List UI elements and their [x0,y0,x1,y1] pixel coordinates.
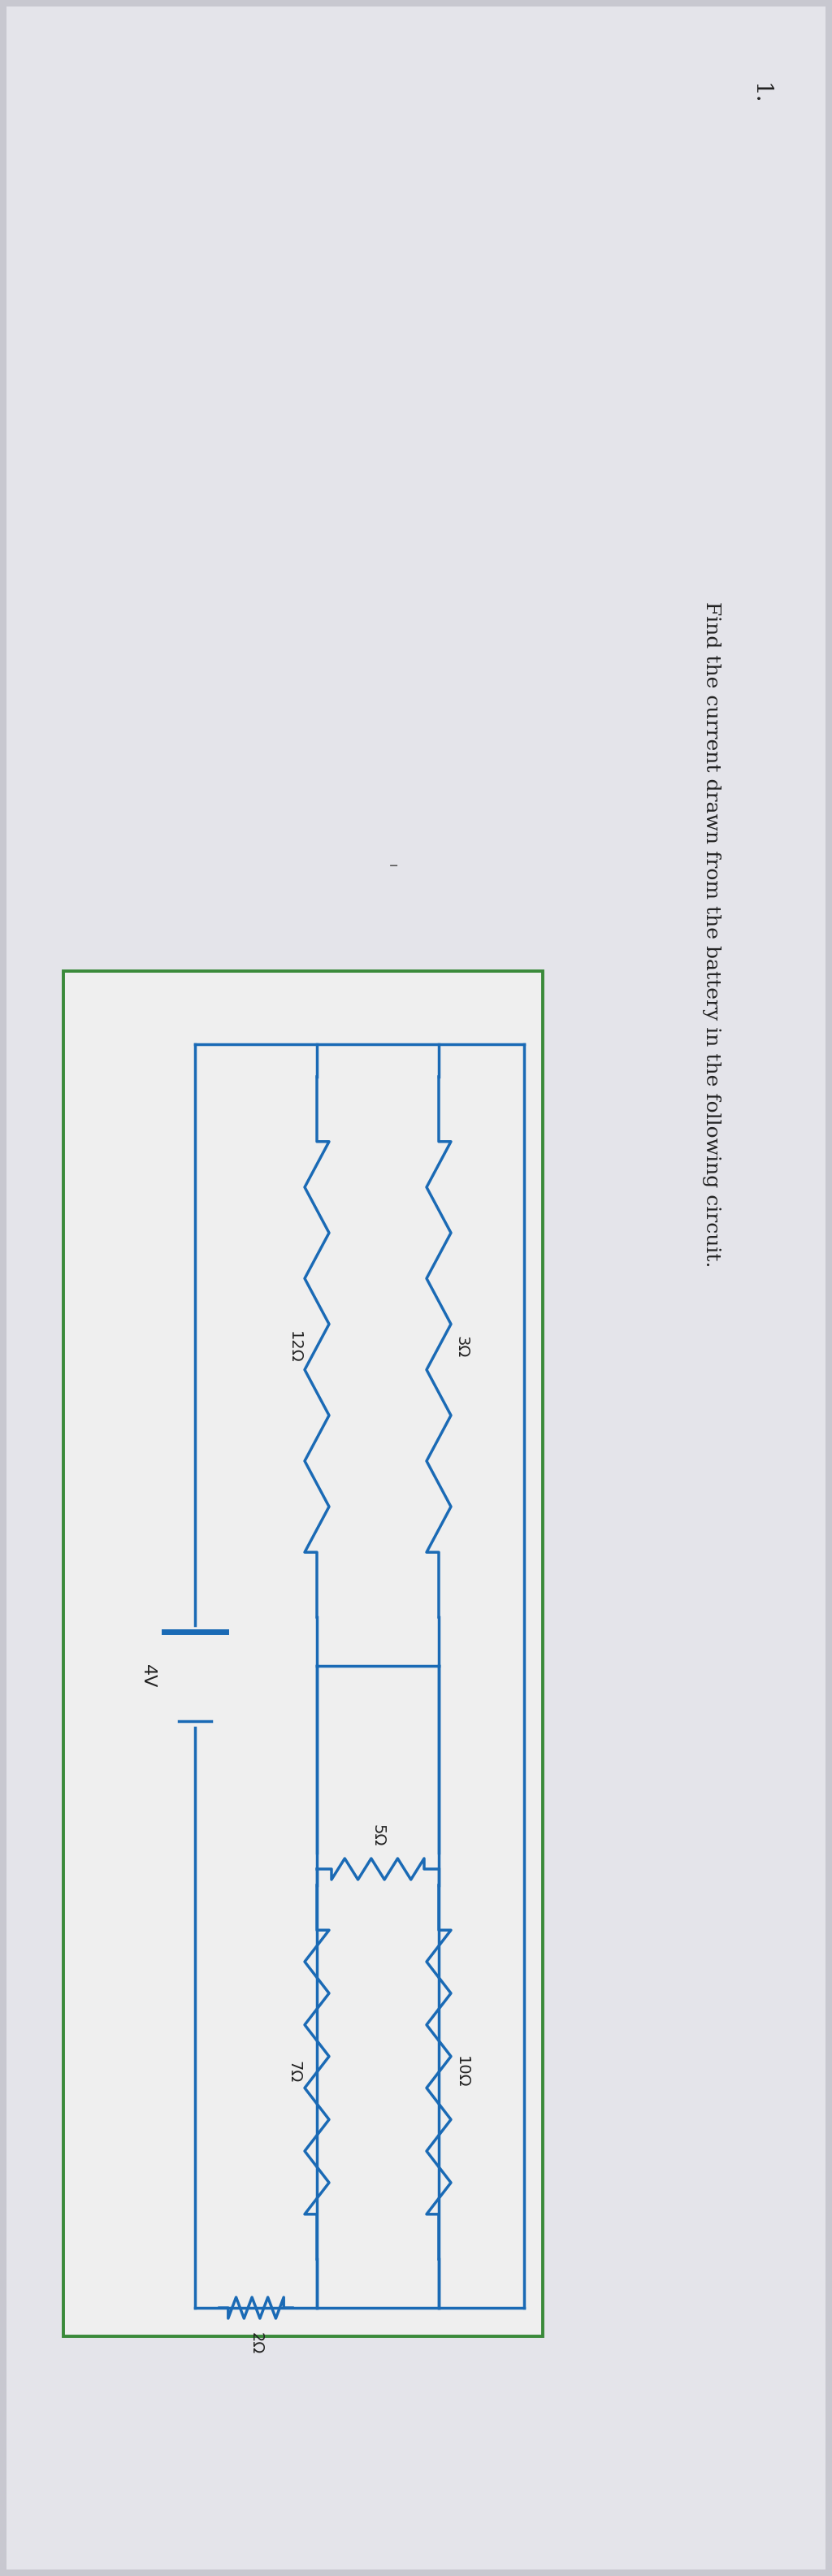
Text: 5Ω: 5Ω [370,1824,385,1847]
FancyBboxPatch shape [63,971,542,2336]
Text: 2Ω: 2Ω [248,2331,264,2354]
Text: –: – [389,858,399,873]
Text: 3Ω: 3Ω [453,1337,469,1358]
Text: 4V: 4V [140,1664,156,1687]
Text: 1.: 1. [749,82,770,103]
Text: 7Ω: 7Ω [286,2061,302,2084]
Text: 12Ω: 12Ω [286,1332,302,1363]
Text: Find the current drawn from the battery in the following circuit.: Find the current drawn from the battery … [701,603,721,1267]
Text: 10Ω: 10Ω [453,2056,469,2089]
FancyBboxPatch shape [7,8,825,2568]
